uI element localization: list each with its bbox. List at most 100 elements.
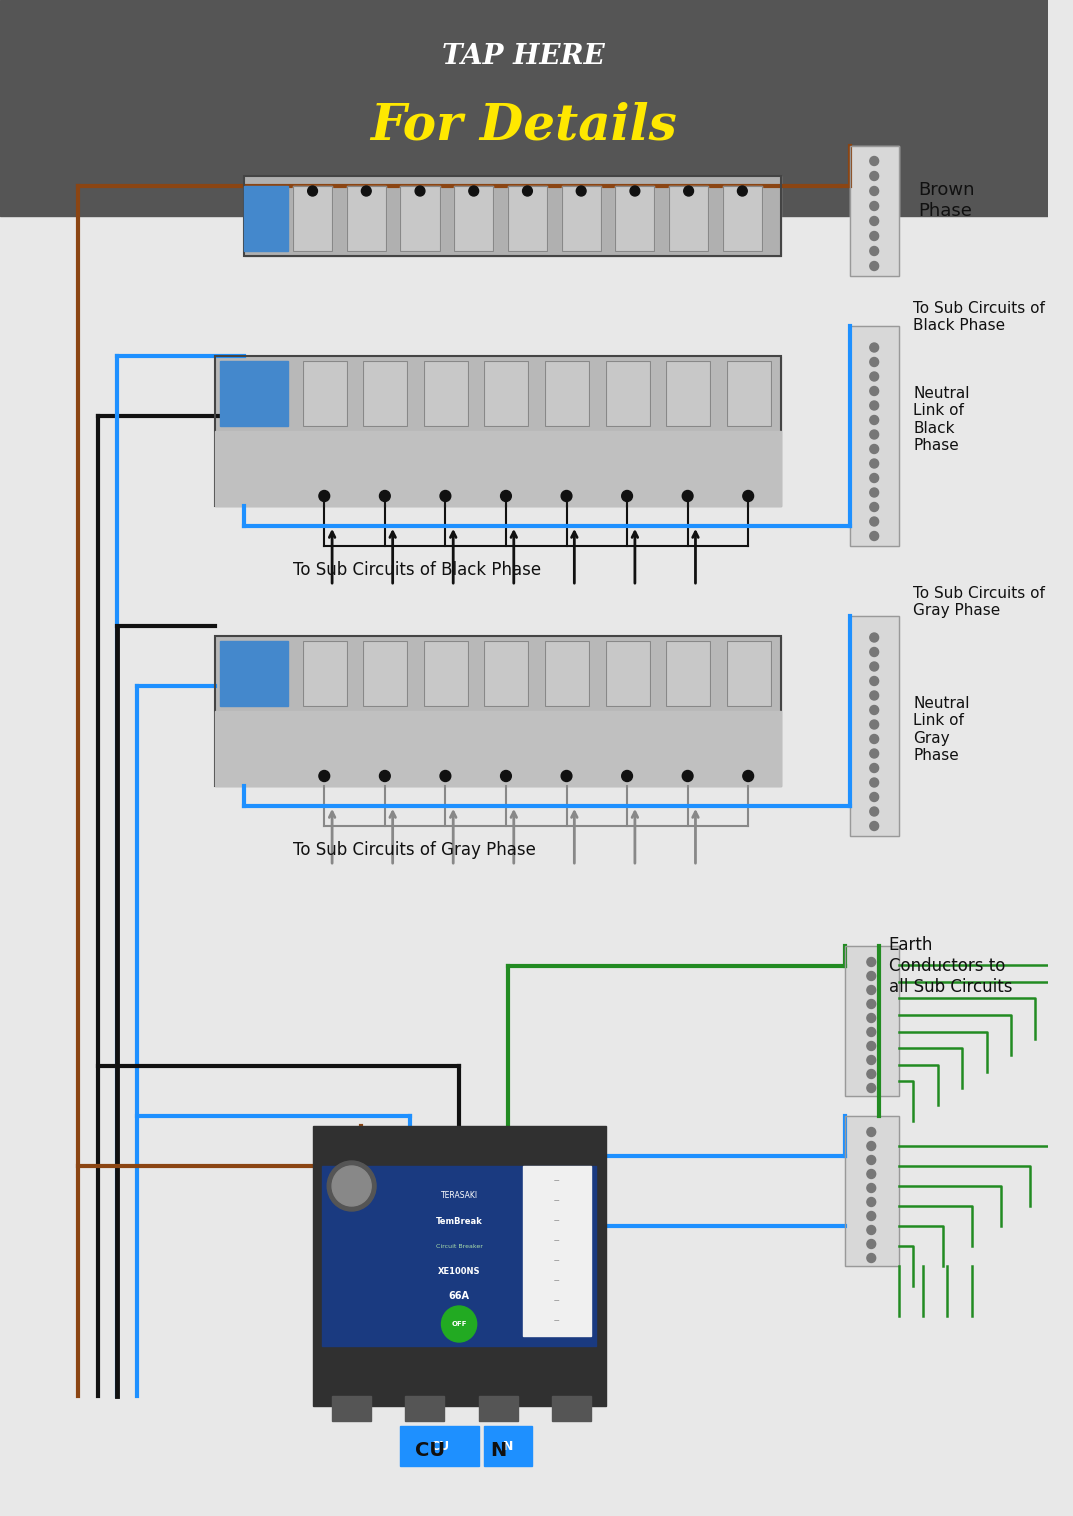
- Bar: [245, 176, 781, 256]
- Bar: [303, 641, 347, 706]
- Circle shape: [621, 770, 632, 782]
- Bar: [215, 637, 781, 785]
- Circle shape: [867, 1254, 876, 1263]
- Text: XE100NS: XE100NS: [438, 1266, 481, 1275]
- Circle shape: [870, 358, 879, 367]
- Bar: [406, 1396, 444, 1420]
- Bar: [485, 641, 528, 706]
- Circle shape: [441, 1305, 476, 1342]
- Text: N: N: [503, 1440, 513, 1452]
- Text: CU: CU: [415, 1442, 445, 1460]
- Circle shape: [870, 473, 879, 482]
- Text: —: —: [554, 1239, 559, 1243]
- Bar: [850, 146, 898, 276]
- Circle shape: [630, 186, 640, 196]
- Bar: [844, 946, 898, 1096]
- Text: Brown
Phase: Brown Phase: [918, 180, 974, 220]
- Circle shape: [870, 247, 879, 256]
- Circle shape: [867, 958, 876, 967]
- Circle shape: [682, 770, 693, 782]
- Bar: [312, 1126, 605, 1405]
- Bar: [347, 186, 386, 252]
- Circle shape: [870, 202, 879, 211]
- Bar: [666, 641, 710, 706]
- Circle shape: [576, 186, 586, 196]
- Bar: [545, 361, 589, 426]
- Circle shape: [867, 1155, 876, 1164]
- Circle shape: [870, 764, 879, 773]
- Bar: [508, 186, 547, 252]
- Circle shape: [870, 502, 879, 511]
- Bar: [424, 361, 468, 426]
- Bar: [303, 361, 347, 426]
- Circle shape: [870, 691, 879, 700]
- Text: —: —: [554, 1178, 559, 1184]
- Bar: [333, 1396, 371, 1420]
- Bar: [545, 641, 589, 706]
- Bar: [424, 641, 468, 706]
- Circle shape: [867, 1069, 876, 1078]
- Bar: [215, 356, 781, 506]
- Bar: [303, 361, 347, 426]
- Bar: [844, 1116, 898, 1266]
- Circle shape: [308, 186, 318, 196]
- Bar: [726, 361, 770, 426]
- Bar: [484, 1427, 532, 1466]
- Circle shape: [867, 985, 876, 994]
- Circle shape: [867, 1041, 876, 1051]
- Circle shape: [870, 217, 879, 226]
- Circle shape: [870, 402, 879, 409]
- Text: —: —: [554, 1319, 559, 1323]
- Bar: [215, 637, 781, 785]
- Circle shape: [867, 1169, 876, 1178]
- Bar: [616, 186, 655, 252]
- Text: TemBreak: TemBreak: [436, 1216, 483, 1225]
- Bar: [666, 361, 710, 426]
- Bar: [552, 1396, 591, 1420]
- Text: Earth
Conductors to
all Sub Circuits: Earth Conductors to all Sub Circuits: [888, 935, 1012, 996]
- Circle shape: [870, 734, 879, 743]
- Circle shape: [870, 517, 879, 526]
- Text: Circuit Breaker: Circuit Breaker: [436, 1243, 483, 1249]
- Circle shape: [867, 1084, 876, 1093]
- Bar: [670, 186, 708, 252]
- Circle shape: [870, 156, 879, 165]
- Circle shape: [415, 186, 425, 196]
- Circle shape: [440, 491, 451, 502]
- Bar: [245, 176, 781, 256]
- Circle shape: [440, 770, 451, 782]
- Circle shape: [870, 415, 879, 424]
- Bar: [605, 641, 649, 706]
- Bar: [0, 0, 1048, 215]
- Bar: [561, 186, 601, 252]
- Bar: [322, 1166, 596, 1346]
- Bar: [666, 641, 710, 706]
- Bar: [364, 641, 408, 706]
- Bar: [523, 1166, 591, 1336]
- Bar: [347, 186, 386, 252]
- Text: —: —: [554, 1299, 559, 1304]
- Circle shape: [621, 491, 632, 502]
- Bar: [844, 1116, 898, 1266]
- Bar: [485, 361, 528, 426]
- Bar: [666, 361, 710, 426]
- Circle shape: [870, 793, 879, 802]
- Circle shape: [870, 488, 879, 497]
- Circle shape: [867, 1028, 876, 1037]
- Text: CU: CU: [430, 1440, 450, 1452]
- Text: TERASAKI: TERASAKI: [441, 1192, 477, 1201]
- Circle shape: [561, 491, 572, 502]
- Bar: [850, 326, 898, 546]
- Bar: [850, 326, 898, 546]
- Text: —: —: [554, 1278, 559, 1284]
- Circle shape: [867, 1198, 876, 1207]
- Text: Neutral
Link of
Gray
Phase: Neutral Link of Gray Phase: [913, 696, 970, 763]
- Circle shape: [867, 1055, 876, 1064]
- Circle shape: [380, 770, 391, 782]
- Circle shape: [870, 186, 879, 196]
- Bar: [424, 641, 468, 706]
- Bar: [220, 641, 289, 706]
- Circle shape: [870, 232, 879, 241]
- Text: OFF: OFF: [452, 1320, 467, 1326]
- Circle shape: [684, 186, 693, 196]
